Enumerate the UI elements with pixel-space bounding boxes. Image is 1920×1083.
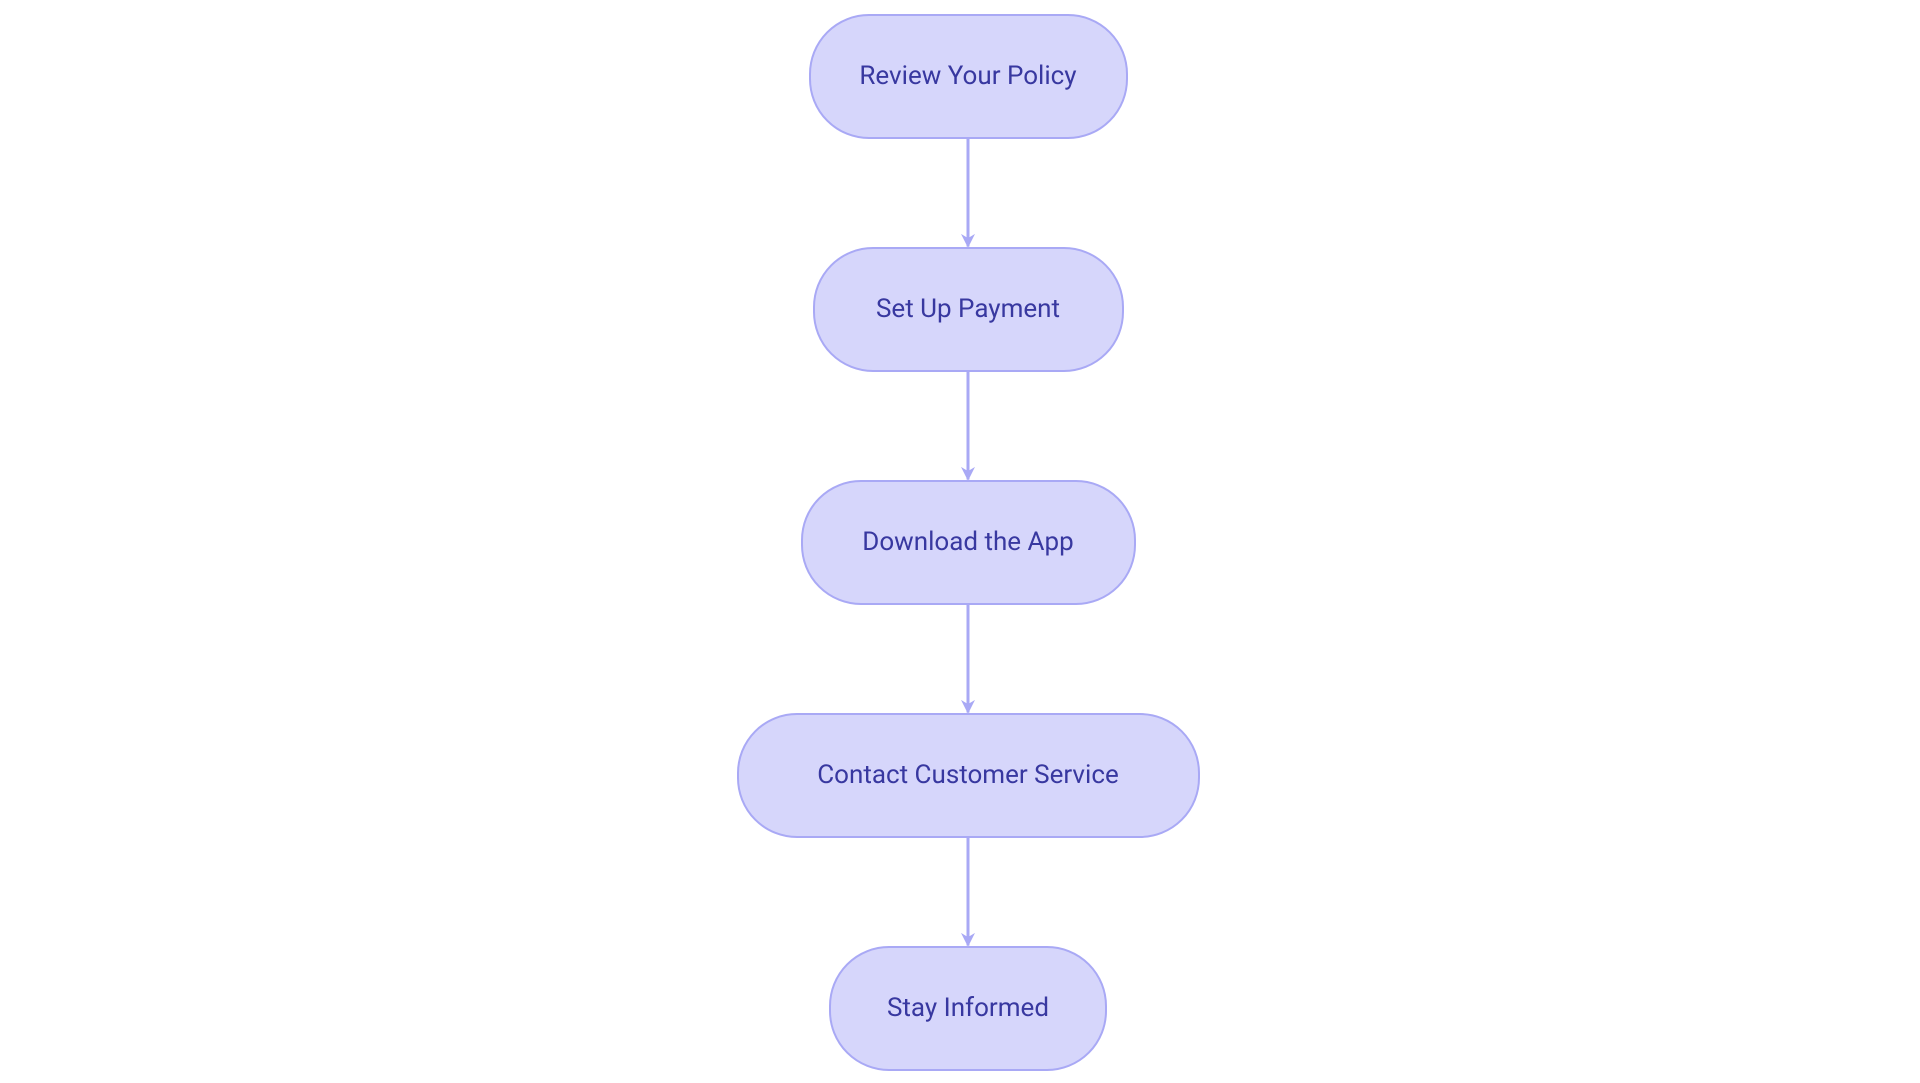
flowchart-node-label: Stay Informed <box>887 993 1049 1023</box>
flowchart-node-label: Review Your Policy <box>859 61 1076 91</box>
flowchart-node: Contact Customer Service <box>737 713 1200 838</box>
flowchart-node-label: Download the App <box>862 527 1073 557</box>
flowchart-node: Download the App <box>801 480 1136 605</box>
flowchart-node-label: Contact Customer Service <box>817 760 1119 790</box>
flowchart-node: Review Your Policy <box>809 14 1128 139</box>
flowchart-node: Stay Informed <box>829 946 1107 1071</box>
flowchart-canvas: Review Your Policy Set Up Payment Download… <box>0 0 1920 1083</box>
flowchart-node: Set Up Payment <box>813 247 1124 372</box>
flowchart-node-label: Set Up Payment <box>876 294 1060 324</box>
